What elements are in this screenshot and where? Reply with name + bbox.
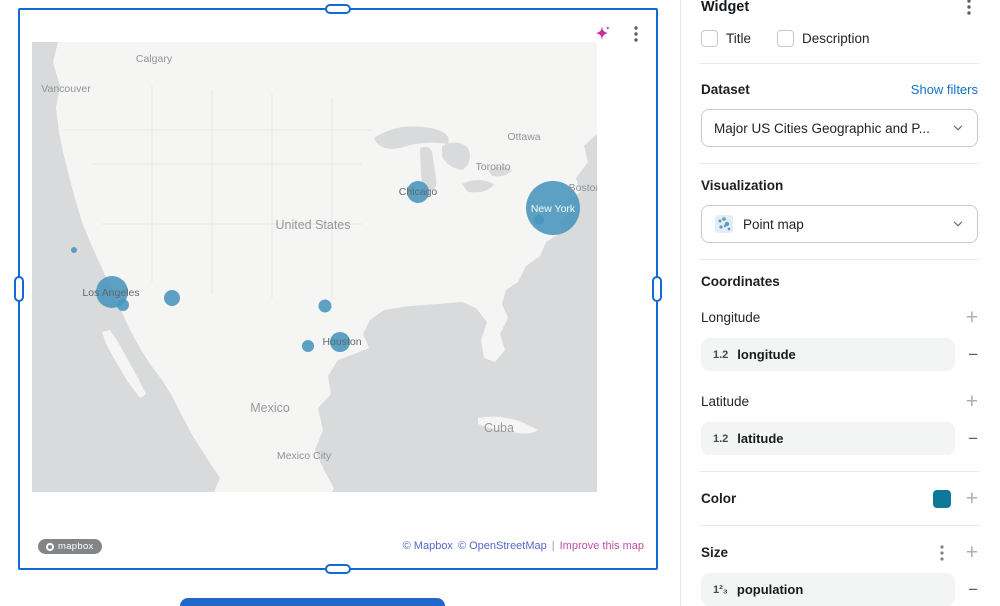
map-label: Mexico City <box>277 450 332 462</box>
map-label: Calgary <box>136 53 173 65</box>
visualization-section-label: Visualization <box>701 178 784 193</box>
title-checkbox[interactable] <box>701 30 718 47</box>
dataset-select[interactable]: Major US Cities Geographic and P... <box>701 109 978 147</box>
remove-longitude-button[interactable]: − <box>968 345 978 364</box>
map-label: Vancouver <box>41 83 91 95</box>
latitude-label: Latitude <box>701 394 750 409</box>
map-label: United States <box>275 218 350 232</box>
resize-handle-left[interactable] <box>14 276 24 302</box>
map-label: Houston <box>322 336 361 348</box>
latitude-field-chip[interactable]: 1.2 latitude <box>701 422 956 455</box>
visualization-select-value: Point map <box>743 216 804 232</box>
map-label: Chicago <box>399 186 438 198</box>
mapbox-logo-text: mapbox <box>58 541 94 552</box>
color-swatch[interactable] <box>932 489 951 508</box>
three-dots-icon <box>634 26 638 42</box>
size-field-chip[interactable]: 1²₃ population <box>701 573 956 606</box>
sparkle-icon <box>596 25 609 41</box>
three-dots-icon <box>940 544 944 561</box>
size-section-label: Size <box>701 545 729 560</box>
color-section-label: Color <box>701 491 737 506</box>
title-checkbox-label: Title <box>726 31 752 46</box>
city-point <box>330 332 350 352</box>
numeric-type-icon: 1²₃ <box>713 583 728 596</box>
longitude-field-name: longitude <box>737 347 796 362</box>
improve-map-link[interactable]: Improve this map <box>559 540 644 552</box>
map-cuba <box>478 416 538 434</box>
description-checkbox[interactable] <box>777 30 795 47</box>
mapbox-logo-icon <box>46 542 54 551</box>
city-points-layer <box>71 181 580 352</box>
longitude-label: Longitude <box>701 310 761 325</box>
map-baja <box>102 330 146 398</box>
add-size-button[interactable]: + <box>965 541 978 564</box>
map-label: Los Angeles <box>82 287 139 299</box>
panel-divider <box>680 0 681 606</box>
resize-handle-bottom[interactable] <box>325 564 351 574</box>
city-point <box>302 340 314 352</box>
resize-handle-top[interactable] <box>325 4 351 14</box>
title-checkbox-item[interactable]: Title <box>701 30 751 47</box>
point-map-visualization[interactable]: Vancouver Calgary Ottawa Toronto Boston New Y… <box>32 42 597 492</box>
numeric-type-icon: 1.2 <box>713 432 729 445</box>
description-checkbox-label: Description <box>802 31 870 46</box>
size-field-name: population <box>736 582 804 597</box>
visualization-select[interactable]: Point map <box>701 205 978 243</box>
map-label: Mexico <box>250 401 290 415</box>
panel-kebab-menu[interactable] <box>960 0 978 16</box>
city-point <box>318 299 332 313</box>
three-dots-icon <box>967 0 971 15</box>
remove-size-button[interactable]: − <box>968 580 978 599</box>
description-checkbox-item[interactable]: Description <box>777 30 870 47</box>
coordinates-section-label: Coordinates <box>701 274 780 289</box>
city-point <box>117 299 129 311</box>
dashboard-canvas: Vancouver Calgary Ottawa Toronto Boston New Y… <box>14 4 662 606</box>
selected-widget-card[interactable]: Vancouver Calgary Ottawa Toronto Boston New Y… <box>14 4 662 574</box>
osm-attribution-link[interactable]: © OpenStreetMap <box>457 540 547 552</box>
chevron-down-icon <box>953 221 963 227</box>
chevron-down-icon <box>953 125 963 131</box>
ai-sparkle-button[interactable] <box>592 24 612 44</box>
remove-latitude-button[interactable]: − <box>968 429 978 448</box>
latitude-field-name: latitude <box>737 431 784 446</box>
section-divider <box>699 259 980 260</box>
numeric-type-icon: 1.2 <box>713 348 729 361</box>
section-divider <box>699 471 980 472</box>
map-label: Toronto <box>475 161 510 173</box>
primary-action-button[interactable] <box>180 598 445 606</box>
city-point <box>164 290 180 306</box>
point-map-icon <box>715 215 733 233</box>
widget-kebab-menu[interactable] <box>626 24 646 44</box>
show-filters-link[interactable]: Show filters <box>910 82 978 97</box>
dataset-section-label: Dataset <box>701 82 750 97</box>
attribution-separator: | <box>551 540 555 552</box>
city-point <box>534 215 544 225</box>
widget-settings-panel: Widget Title Description Dataset Show fi… <box>681 0 1000 606</box>
city-point <box>71 247 77 253</box>
map-labels-layer: Vancouver Calgary Ottawa Toronto Boston New Y… <box>41 53 597 462</box>
section-divider <box>699 525 980 526</box>
dataset-select-value: Major US Cities Geographic and P... <box>714 120 930 136</box>
map-svg: Vancouver Calgary Ottawa Toronto Boston New Y… <box>32 42 597 492</box>
panel-title: Widget <box>701 0 750 15</box>
map-label: New York <box>531 203 576 215</box>
add-latitude-button[interactable]: + <box>965 390 978 413</box>
map-label: Cuba <box>484 421 514 435</box>
map-state-lines <box>62 86 372 300</box>
map-label: Ottawa <box>507 131 540 143</box>
longitude-field-chip[interactable]: 1.2 longitude <box>701 338 956 371</box>
mapbox-attribution-link[interactable]: © Mapbox <box>402 540 453 552</box>
add-longitude-button[interactable]: + <box>965 306 978 329</box>
map-label: Boston <box>569 182 597 194</box>
mapbox-logo[interactable]: mapbox <box>38 539 102 554</box>
map-great-lakes <box>374 126 512 193</box>
add-color-button[interactable]: + <box>965 487 978 510</box>
section-divider <box>699 163 980 164</box>
size-kebab-menu[interactable] <box>933 544 951 562</box>
map-attribution: © Mapbox © OpenStreetMap | Improve this … <box>403 540 644 552</box>
section-divider <box>699 63 980 64</box>
city-point <box>407 181 429 203</box>
resize-handle-right[interactable] <box>652 276 662 302</box>
